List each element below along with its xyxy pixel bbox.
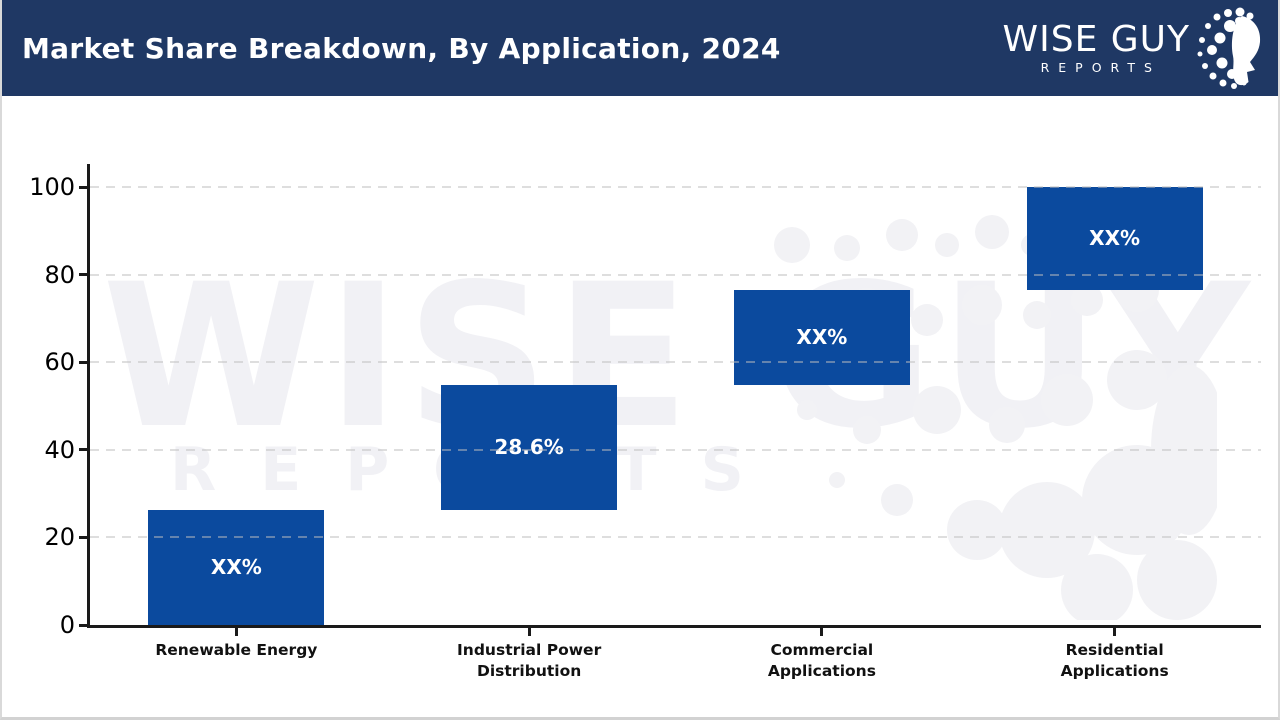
bar-value-label: XX% bbox=[1089, 226, 1141, 251]
x-tick-label: Renewable Energy bbox=[155, 641, 318, 659]
bar-value-label: XX% bbox=[210, 555, 262, 580]
gridline bbox=[90, 448, 1261, 451]
x-tick-label: Industrial Power Distribution bbox=[457, 641, 602, 680]
gridline bbox=[90, 361, 1261, 364]
y-axis bbox=[87, 164, 90, 628]
y-tick-label: 40 bbox=[44, 435, 75, 464]
chart-title: Market Share Breakdown, By Application, … bbox=[22, 31, 781, 65]
bar: XX% bbox=[733, 289, 910, 385]
y-tick-mark bbox=[79, 535, 90, 539]
x-tick-mark bbox=[820, 627, 824, 636]
y-tick-label: 20 bbox=[44, 523, 75, 552]
y-tick-label: 60 bbox=[44, 348, 75, 377]
y-tick-mark bbox=[79, 448, 90, 452]
bar: XX% bbox=[148, 509, 325, 625]
x-tick-mark bbox=[527, 627, 531, 636]
logo-wordmark-line2: REPORTS bbox=[1040, 59, 1161, 75]
logo-face-icon bbox=[1197, 7, 1261, 89]
gridline bbox=[90, 536, 1261, 539]
x-tick-mark bbox=[1113, 627, 1117, 636]
y-tick-mark bbox=[79, 273, 90, 277]
gridline bbox=[90, 186, 1261, 189]
y-tick-mark bbox=[79, 185, 90, 189]
bar-value-label: 28.6% bbox=[494, 435, 564, 460]
x-tick-mark bbox=[234, 627, 238, 636]
gridline bbox=[90, 273, 1261, 276]
header-bar: Market Share Breakdown, By Application, … bbox=[2, 0, 1278, 96]
x-tick-label: Residential Applications bbox=[1060, 641, 1169, 680]
y-tick-label: 0 bbox=[59, 611, 75, 639]
x-axis bbox=[87, 625, 1261, 628]
y-tick-label: 100 bbox=[29, 173, 75, 202]
logo-wordmark-line1: WISE GUY bbox=[1002, 19, 1190, 61]
logo-wordmark: WISE GUY REPORTS bbox=[1003, 21, 1191, 75]
y-tick-mark bbox=[79, 623, 90, 627]
y-tick-label: 80 bbox=[44, 260, 75, 289]
bar-value-label: XX% bbox=[796, 325, 848, 350]
bar: 28.6% bbox=[441, 384, 618, 510]
wise-guy-logo: WISE GUY REPORTS bbox=[1003, 5, 1265, 91]
y-tick-mark bbox=[79, 360, 90, 364]
x-tick-label: Commercial Applications bbox=[767, 641, 876, 680]
